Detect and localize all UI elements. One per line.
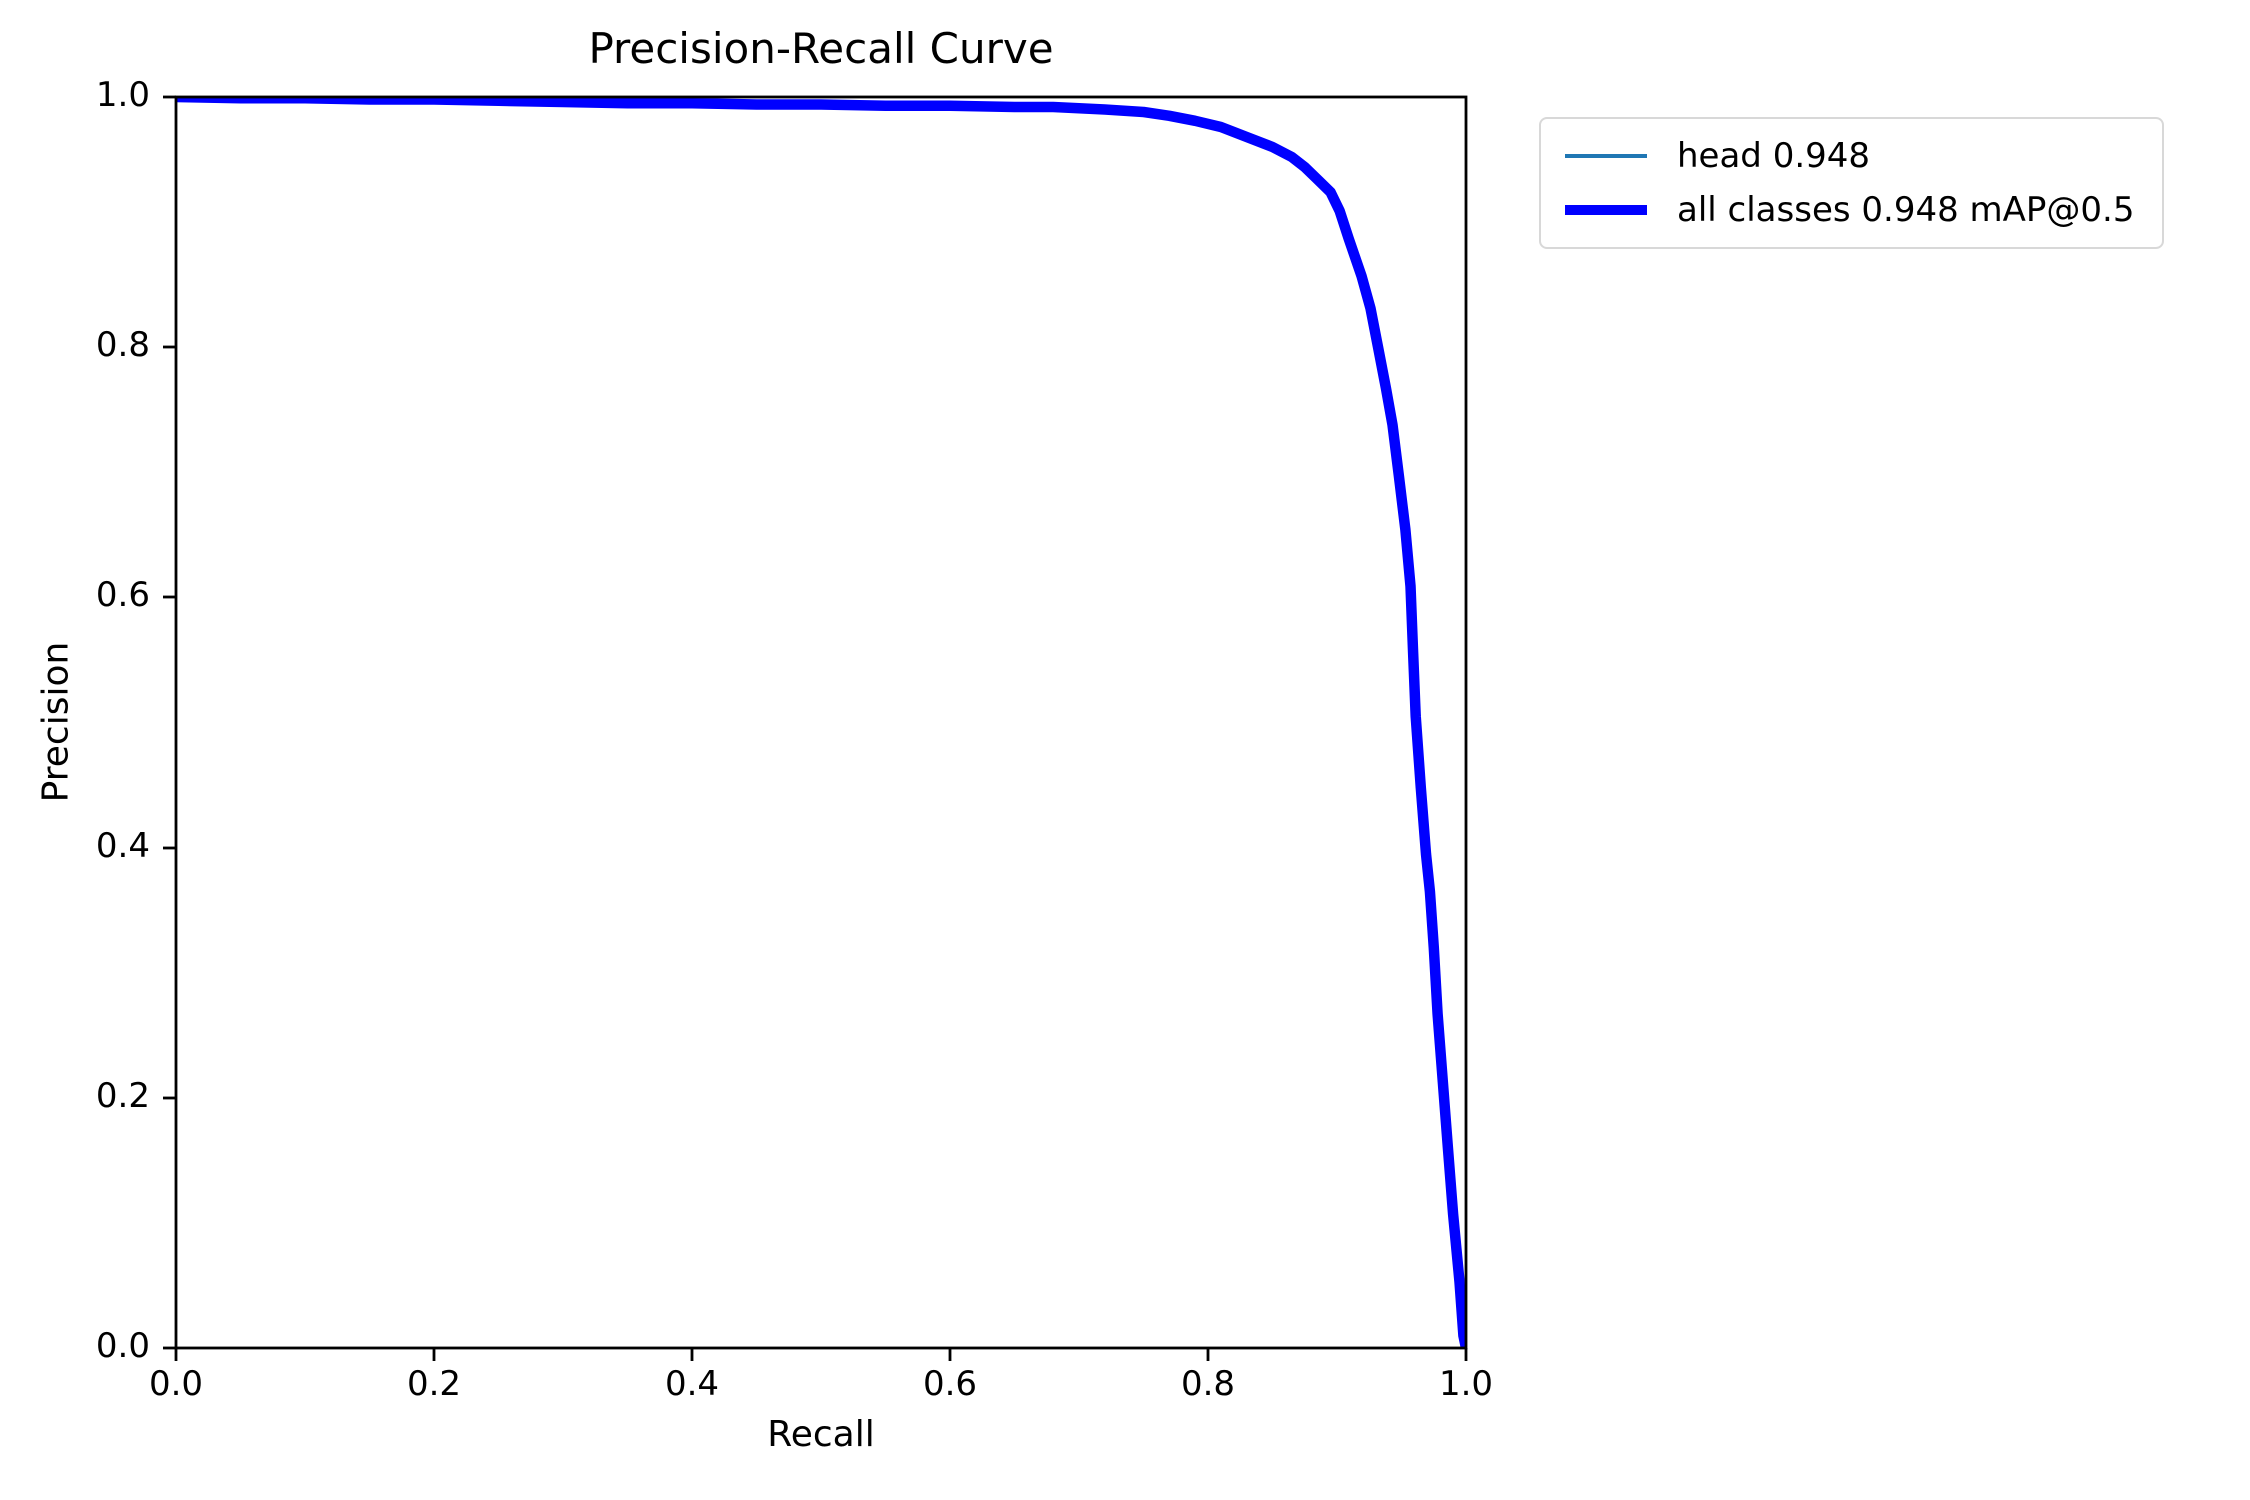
legend-label-all-classes: all classes 0.948 mAP@0.5 [1677, 190, 2135, 230]
x-tick-label: 0.4 [664, 1364, 720, 1404]
x-tick-label: 0.8 [1180, 1364, 1236, 1404]
legend-entry-all-classes: all classes 0.948 mAP@0.5 [1565, 183, 2134, 237]
axes-spines [174, 95, 1468, 1350]
series-line-0 [176, 97, 1466, 1348]
legend-line-swatch-head [1565, 154, 1647, 158]
y-tick-label: 1.0 [95, 74, 150, 115]
y-tick-label: 0.6 [95, 574, 150, 615]
y-tick-label: 0.4 [95, 825, 150, 866]
legend: head 0.948 all classes 0.948 mAP@0.5 [1539, 117, 2165, 249]
y-axis-label: Precision [35, 641, 77, 803]
series-line-1 [176, 97, 1466, 1348]
y-tick-label: 0.2 [95, 1075, 150, 1116]
legend-label-head: head 0.948 [1677, 136, 1871, 176]
series-group [176, 97, 1466, 1348]
x-axis-ticks [174, 1348, 1468, 1361]
x-tick-label: 1.0 [1438, 1364, 1494, 1404]
x-tick-label: 0.0 [148, 1364, 204, 1404]
x-tick-label: 0.6 [922, 1364, 978, 1404]
legend-entry-head: head 0.948 [1565, 129, 2134, 183]
y-tick-label: 0.0 [95, 1325, 150, 1366]
y-tick-label: 0.8 [95, 324, 150, 365]
y-axis-ticks [163, 95, 176, 1350]
chart-title: Precision-Recall Curve [588, 24, 1054, 73]
x-axis-label: Recall [767, 1414, 875, 1455]
legend-line-swatch-all-classes [1565, 204, 1647, 216]
x-tick-label: 0.2 [406, 1364, 462, 1404]
